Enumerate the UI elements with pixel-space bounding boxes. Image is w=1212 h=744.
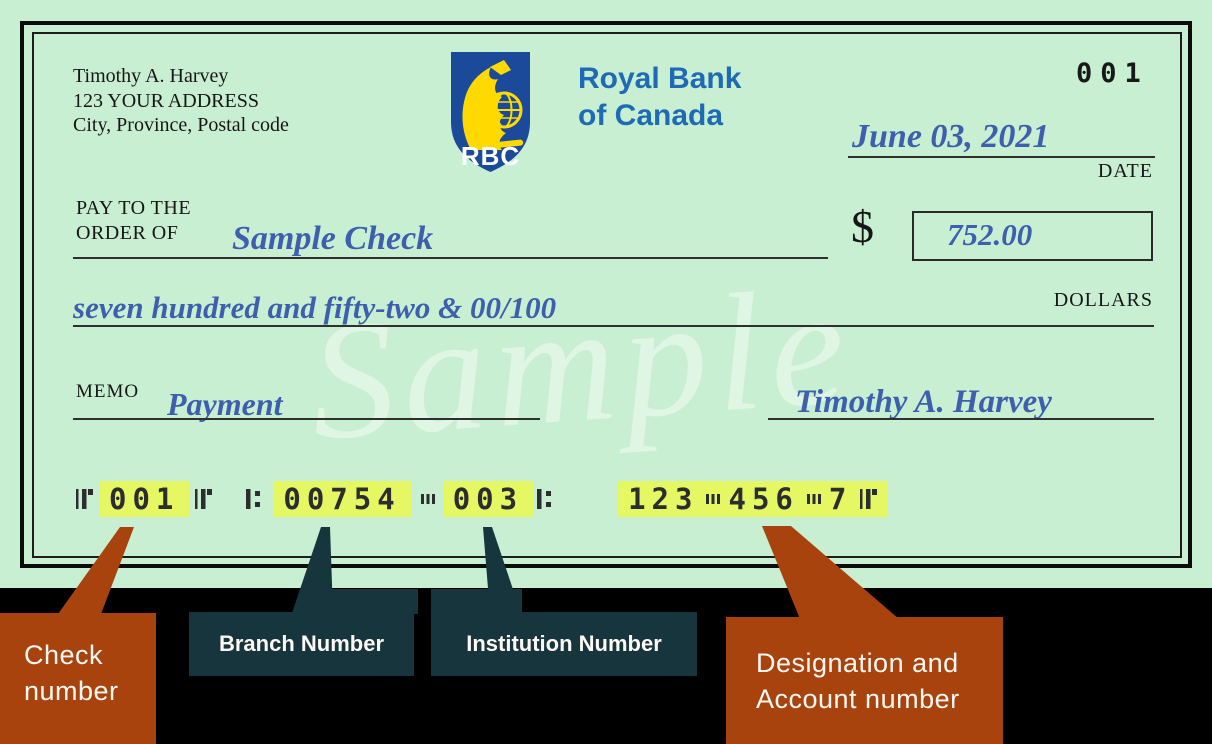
signature-value: Timothy A. Harvey [795,384,1052,420]
amount-words: seven hundred and fifty-two & 00/100 [73,290,557,325]
pay-to-label: PAY TO THE ORDER OF [76,196,191,246]
signature-line [768,418,1154,420]
micr-dash-icon [706,494,721,504]
check-outer-border [20,21,1192,568]
micr-dash-icon [420,494,435,504]
callout-check-number: Check number [0,613,156,744]
micr-account-part3: 7 [828,482,853,516]
micr-institution-number: 003 [452,482,524,516]
date-value: June 03, 2021 [852,118,1050,155]
check-serial-number: 001 [1076,58,1149,89]
memo-value: Payment [167,386,283,422]
micr-check-number-highlight: 001 [99,481,190,517]
institution-pointer-foot [431,589,522,614]
bank-name: Royal Bank of Canada [578,60,741,134]
memo-line [73,418,540,420]
amount-value: 752.00 [947,217,1033,252]
micr-account-number-highlight: 123 456 7 [618,481,888,517]
callout-institution-number-label: Institution Number [466,631,662,656]
date-line [848,156,1155,158]
micr-onus-icon [860,489,878,509]
lion-globe-icon [462,60,524,150]
payer-address-block: Timothy A. Harvey 123 YOUR ADDRESS City,… [73,64,289,138]
payee-line [73,257,828,259]
amount-box [912,211,1153,261]
callout-account-number: Designation and Account number [726,617,1003,744]
payee-value: Sample Check [232,220,434,257]
pay-to-label-line2: ORDER OF [76,222,179,244]
bank-name-line2: of Canada [578,99,724,132]
callout-account-number-line2: Account number [756,684,960,714]
callout-institution-number: Institution Number [431,612,697,676]
payer-address-line2: City, Province, Postal code [73,114,289,136]
micr-account-part2: 456 [728,482,799,516]
memo-label: MEMO [76,381,140,402]
micr-check-number: 001 [109,482,180,516]
micr-onus-icon [195,489,213,509]
rbc-shield-icon: RBC [451,52,530,172]
callout-check-number-line1: Check [24,640,104,670]
callout-branch-number-label: Branch Number [218,631,385,656]
pay-to-label-line1: PAY TO THE [76,197,192,219]
payer-address-line1: 123 YOUR ADDRESS [73,89,259,112]
branch-pointer-foot [326,589,418,614]
micr-line: 001 00754 003 123 456 7 [76,479,888,519]
micr-account-part1: 123 [628,482,699,516]
micr-institution-number-highlight: 003 [442,481,534,517]
amount-words-line [73,325,1154,327]
micr-transit-icon [246,489,261,509]
callout-check-number-line2: number [24,676,119,706]
micr-branch-number: 00754 [283,482,401,516]
callout-branch-number: Branch Number [189,612,414,676]
bank-name-line1: Royal Bank [578,62,742,95]
micr-transit-icon [537,489,552,509]
date-label: DATE [1097,160,1153,182]
micr-dash-icon [806,494,821,504]
dollar-sign: $ [851,201,874,252]
callout-account-number-line1: Designation and [756,648,959,678]
micr-branch-number-highlight: 00754 [273,481,411,517]
rbc-lettermark: RBC [461,141,520,171]
check-inner-border [32,32,1182,558]
micr-onus-icon [76,489,93,509]
payer-name: Timothy A. Harvey [73,65,229,87]
dollars-label: DOLLARS [1053,289,1153,311]
